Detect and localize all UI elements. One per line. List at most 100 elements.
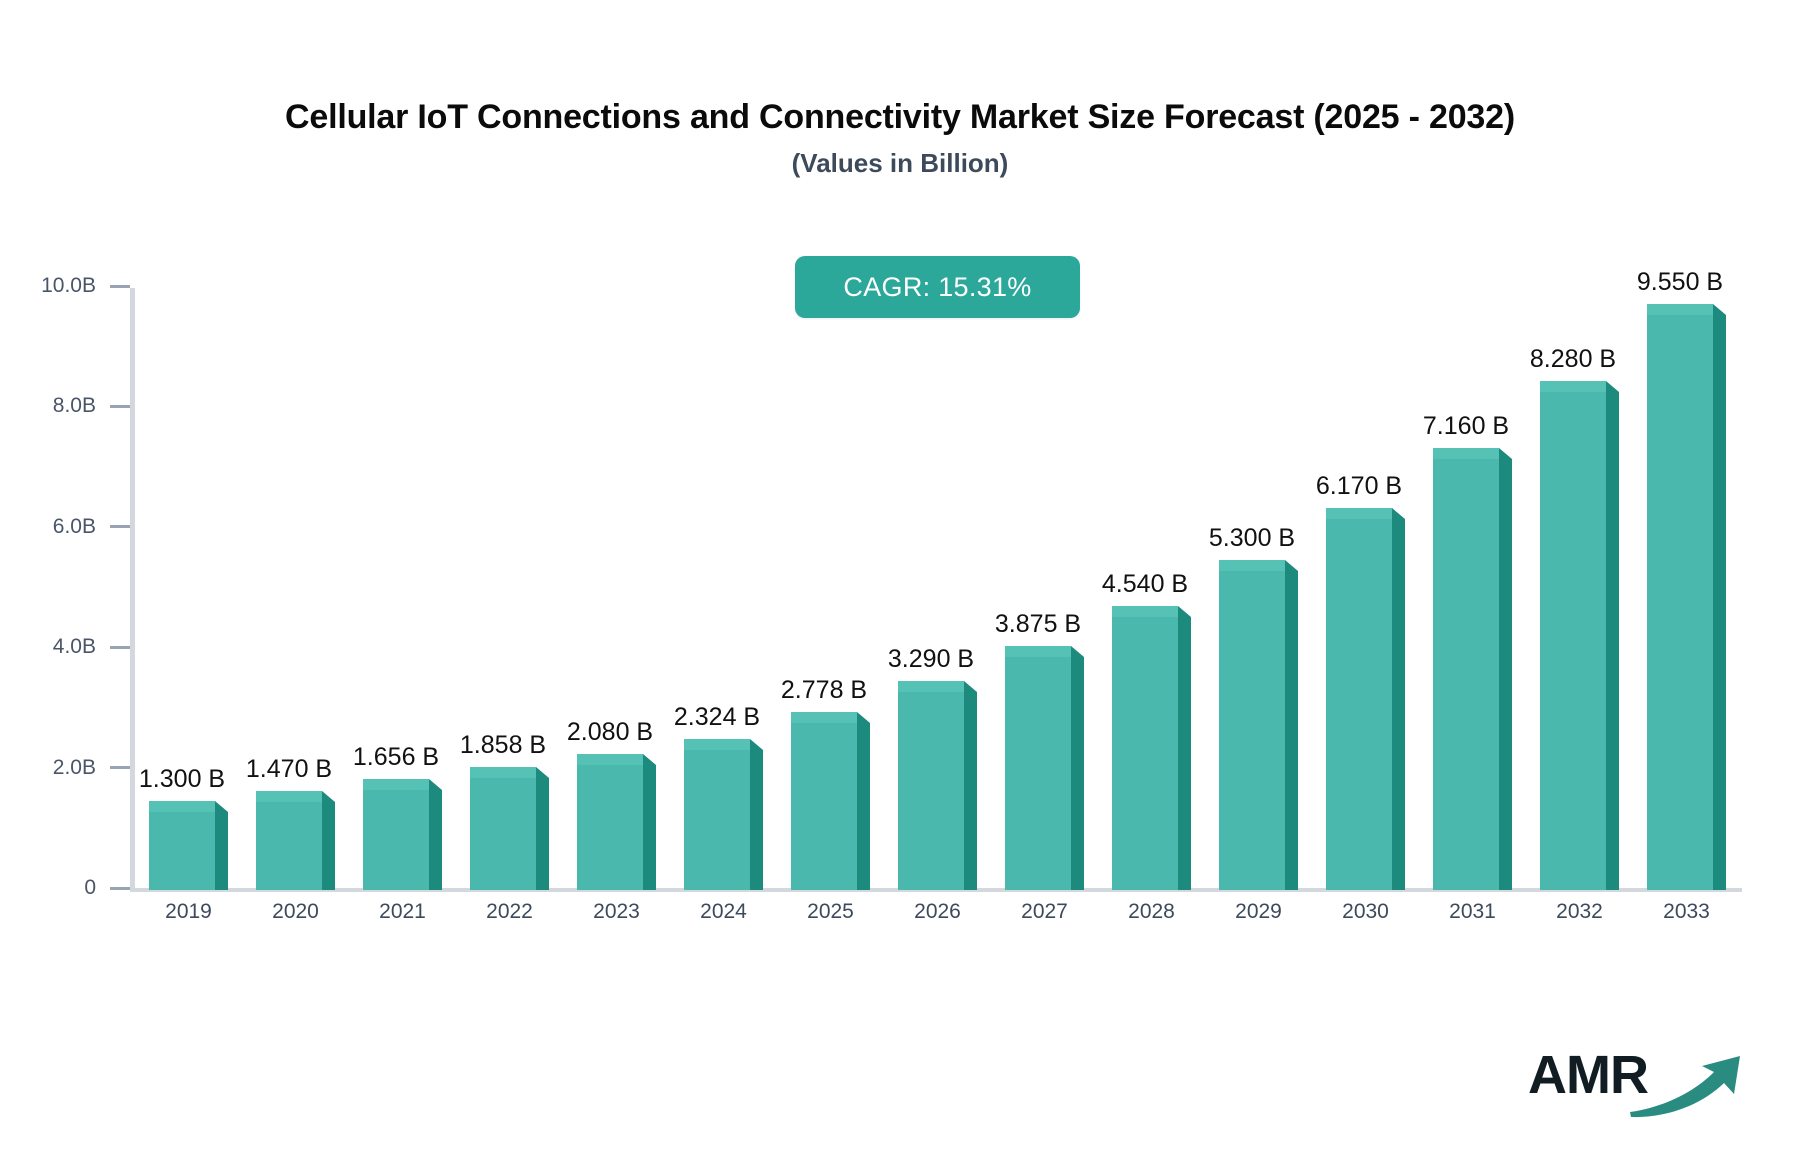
x-axis-label: 2028 <box>1128 900 1175 923</box>
bar[interactable]: 6.170 B <box>1316 472 1405 890</box>
bar-column[interactable]: 6.170 B <box>1312 288 1419 890</box>
bar-front-face <box>1647 315 1713 890</box>
bar-bevel <box>215 800 228 812</box>
bar[interactable]: 1.656 B <box>353 743 442 890</box>
bar-bevel <box>322 790 335 802</box>
amr-logo: AMR <box>1528 1038 1768 1128</box>
bar-value-label: 1.858 B <box>459 731 547 760</box>
x-axis-label: 2021 <box>379 900 426 923</box>
bar-top-face <box>256 790 322 802</box>
bar-column[interactable]: 4.540 B <box>1098 288 1205 890</box>
bar-bevel <box>857 711 870 723</box>
x-axis-label: 2022 <box>486 900 533 923</box>
bar[interactable]: 5.300 B <box>1209 524 1298 890</box>
bar-value-label: 4.540 B <box>1101 569 1189 598</box>
bar-value-label: 3.290 B <box>887 644 975 673</box>
y-axis-tick-label: 6.0B <box>52 514 96 538</box>
y-axis-tick-mark <box>110 525 130 529</box>
bar[interactable]: 3.290 B <box>888 645 977 890</box>
bar[interactable]: 2.324 B <box>674 703 763 890</box>
bar[interactable]: 4.540 B <box>1102 570 1191 890</box>
bar-column[interactable]: 2.324 B <box>670 288 777 890</box>
bar-top-face <box>577 753 643 765</box>
bar-column[interactable]: 1.300 B <box>135 288 242 890</box>
x-axis-label: 2029 <box>1235 900 1282 923</box>
bar-front-face <box>1433 458 1499 890</box>
y-axis-tick-label: 10.0B <box>41 274 96 297</box>
y-axis-tick-label: 0 <box>84 876 96 899</box>
bar-bevel <box>1178 605 1191 617</box>
bar-series: 1.300 B 1.470 B 1.656 B 1.858 B 2.080 B 2.324… <box>135 268 1740 890</box>
bar-front-face <box>149 811 215 890</box>
bar-value-label: 2.080 B <box>566 717 654 746</box>
y-axis-tick-mark <box>110 886 130 890</box>
bar-value-label: 3.875 B <box>994 609 1082 638</box>
bar-column[interactable]: 8.280 B <box>1526 288 1633 890</box>
bar[interactable]: 9.550 B <box>1637 268 1726 890</box>
bar-bevel <box>1285 559 1298 571</box>
y-axis-tick-label: 8.0B <box>52 394 96 418</box>
bar-column[interactable]: 5.300 B <box>1205 288 1312 890</box>
bar-column[interactable]: 9.550 B <box>1633 268 1740 890</box>
bar-column[interactable]: 1.470 B <box>242 288 349 890</box>
bar-column[interactable]: 3.290 B <box>884 288 991 890</box>
bar-front-face <box>684 750 750 890</box>
bar-column[interactable]: 1.858 B <box>456 288 563 890</box>
x-axis-line <box>130 888 1742 892</box>
bar-column[interactable]: 7.160 B <box>1419 288 1526 890</box>
bar[interactable]: 7.160 B <box>1423 412 1512 890</box>
bar-front-face <box>1326 518 1392 890</box>
bar[interactable]: 2.778 B <box>781 676 870 890</box>
x-axis-label: 2023 <box>593 900 640 923</box>
bar-side-face <box>1606 391 1619 890</box>
y-axis-tick-mark <box>110 404 130 408</box>
bar-value-label: 2.324 B <box>673 703 761 732</box>
x-axis-label: 2030 <box>1342 900 1389 923</box>
bar-front-face <box>1540 391 1606 890</box>
bar-top-face <box>470 767 536 779</box>
bar-top-face <box>898 680 964 692</box>
y-axis-tick-mark <box>110 766 130 770</box>
bar-bevel <box>536 767 549 779</box>
bar-bevel <box>1499 447 1512 459</box>
y-axis-line <box>130 288 135 890</box>
bar-bevel <box>643 753 656 765</box>
bar-column[interactable]: 1.656 B <box>349 288 456 890</box>
bar-front-face <box>1219 570 1285 890</box>
bar-side-face <box>643 764 656 890</box>
bar[interactable]: 1.300 B <box>139 765 228 890</box>
bar-top-face <box>1219 559 1285 571</box>
bar-column[interactable]: 3.875 B <box>991 288 1098 890</box>
bar-front-face <box>577 764 643 890</box>
bar-top-face <box>149 800 215 812</box>
bar[interactable]: 2.080 B <box>567 718 656 890</box>
bar-side-face <box>215 811 228 890</box>
bar-top-face <box>1433 447 1499 459</box>
x-axis-label: 2031 <box>1449 900 1496 923</box>
growth-arrow-icon <box>1630 1056 1740 1118</box>
bar-value-label: 2.778 B <box>780 675 868 704</box>
bar[interactable]: 1.858 B <box>460 731 549 890</box>
bar-side-face <box>1499 458 1512 890</box>
bar-bevel <box>1713 304 1726 316</box>
bar-value-label: 6.170 B <box>1315 471 1403 500</box>
x-axis-label: 2026 <box>914 900 961 923</box>
bar[interactable]: 8.280 B <box>1530 345 1619 890</box>
bar-front-face <box>1112 616 1178 890</box>
cagr-badge: CAGR: 15.31% <box>795 256 1080 318</box>
bar-top-face <box>1647 304 1713 316</box>
x-axis-label: 2025 <box>807 900 854 923</box>
bar[interactable]: 3.875 B <box>995 610 1084 890</box>
bar-column[interactable]: 2.778 B <box>777 288 884 890</box>
bar-top-face <box>791 711 857 723</box>
bar-bevel <box>964 680 977 692</box>
bar-column[interactable]: 2.080 B <box>563 288 670 890</box>
bar-front-face <box>470 778 536 890</box>
bar-value-label: 1.470 B <box>245 754 333 783</box>
bar-top-face <box>1326 507 1392 519</box>
bar-front-face <box>256 801 322 890</box>
bar-front-face <box>898 691 964 890</box>
x-axis-label: 2033 <box>1663 900 1710 923</box>
bar[interactable]: 1.470 B <box>246 755 335 890</box>
